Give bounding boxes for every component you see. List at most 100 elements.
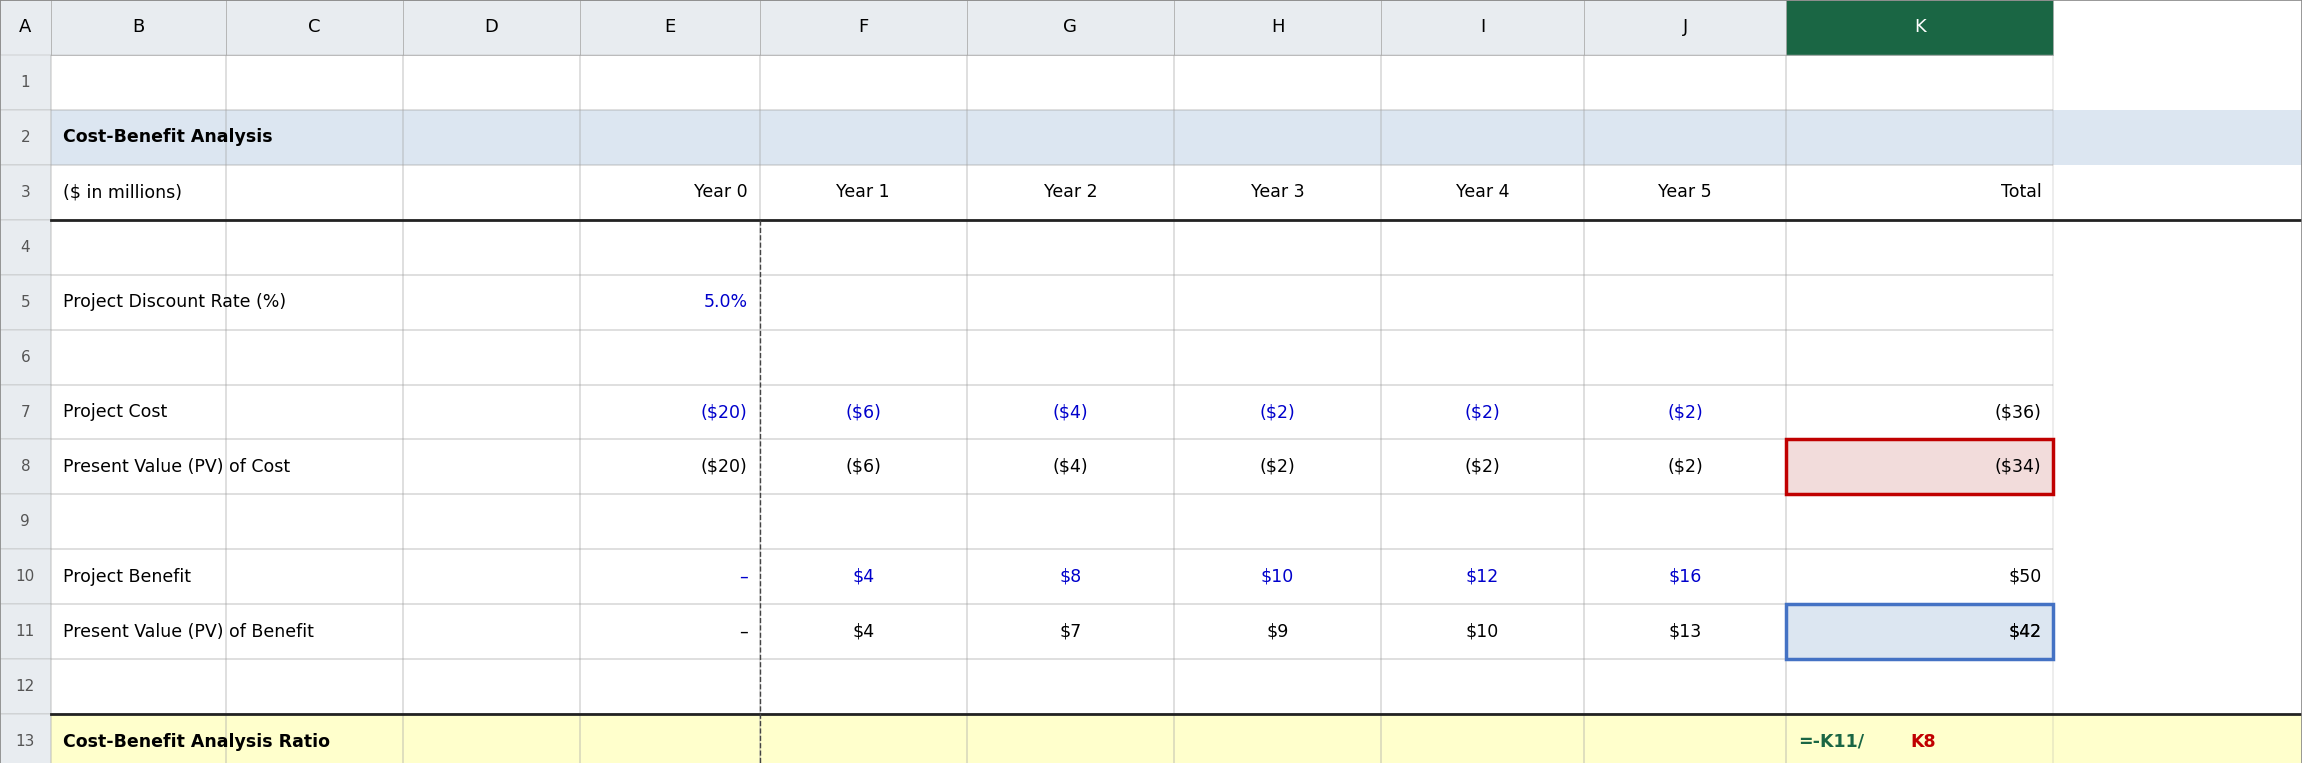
Bar bbox=[0, 165, 51, 220]
Bar bbox=[403, 385, 580, 439]
Bar bbox=[403, 604, 580, 659]
Bar bbox=[1381, 549, 1584, 604]
Bar bbox=[403, 275, 580, 330]
Bar bbox=[403, 110, 580, 165]
Bar bbox=[580, 385, 760, 439]
Text: 9: 9 bbox=[21, 514, 30, 530]
Bar bbox=[580, 549, 760, 604]
Bar bbox=[967, 659, 1174, 714]
Bar bbox=[226, 385, 403, 439]
Bar bbox=[0, 0, 51, 55]
Bar bbox=[403, 165, 580, 220]
Bar bbox=[51, 494, 226, 549]
Bar bbox=[760, 714, 967, 763]
Bar bbox=[0, 220, 51, 275]
Bar bbox=[51, 549, 226, 604]
Bar bbox=[403, 330, 580, 385]
Bar bbox=[0, 330, 2302, 385]
Bar bbox=[967, 0, 1174, 55]
Bar bbox=[226, 549, 403, 604]
Bar bbox=[1786, 385, 2053, 439]
Bar bbox=[580, 110, 760, 165]
Bar bbox=[580, 659, 760, 714]
Bar bbox=[1786, 604, 2053, 659]
Bar bbox=[760, 385, 967, 439]
Text: J: J bbox=[1683, 18, 1687, 37]
Text: ($4): ($4) bbox=[1052, 458, 1089, 476]
Bar bbox=[0, 275, 51, 330]
Bar bbox=[1786, 275, 2053, 330]
Bar bbox=[0, 110, 2302, 165]
Text: ($34): ($34) bbox=[1996, 458, 2042, 476]
Bar bbox=[226, 714, 403, 763]
Bar bbox=[580, 275, 760, 330]
Bar bbox=[760, 55, 967, 110]
Bar bbox=[1381, 220, 1584, 275]
Bar bbox=[226, 275, 403, 330]
Bar bbox=[0, 494, 51, 549]
Text: Cost-Benefit Analysis: Cost-Benefit Analysis bbox=[62, 128, 272, 146]
Bar bbox=[1786, 0, 2053, 55]
Bar bbox=[1381, 714, 1584, 763]
Bar bbox=[51, 659, 226, 714]
Bar bbox=[0, 55, 51, 110]
Text: Year 0: Year 0 bbox=[693, 183, 748, 201]
Text: ($2): ($2) bbox=[1667, 403, 1703, 421]
Bar bbox=[403, 439, 580, 494]
Bar bbox=[1584, 494, 1786, 549]
Bar bbox=[1174, 220, 1381, 275]
Bar bbox=[0, 604, 2302, 659]
Text: E: E bbox=[665, 18, 674, 37]
Bar bbox=[760, 330, 967, 385]
Bar bbox=[967, 275, 1174, 330]
Bar bbox=[967, 439, 1174, 494]
Bar bbox=[0, 439, 2302, 494]
Bar bbox=[226, 0, 403, 55]
Bar bbox=[580, 494, 760, 549]
Bar bbox=[0, 714, 2302, 763]
Bar bbox=[1381, 0, 1584, 55]
Text: 11: 11 bbox=[16, 624, 35, 639]
Bar bbox=[51, 110, 226, 165]
Text: $9: $9 bbox=[1266, 623, 1289, 641]
Bar bbox=[0, 604, 51, 659]
Bar bbox=[1381, 439, 1584, 494]
Bar bbox=[1786, 330, 2053, 385]
Bar bbox=[1786, 659, 2053, 714]
Bar bbox=[0, 714, 51, 763]
Bar bbox=[967, 385, 1174, 439]
Text: ($36): ($36) bbox=[1994, 403, 2042, 421]
Bar bbox=[226, 604, 403, 659]
Text: 6: 6 bbox=[21, 349, 30, 365]
Bar bbox=[1174, 385, 1381, 439]
Text: F: F bbox=[859, 18, 868, 37]
Text: Year 4: Year 4 bbox=[1455, 183, 1510, 201]
Text: C: C bbox=[308, 18, 320, 37]
Text: Year 5: Year 5 bbox=[1657, 183, 1713, 201]
Bar bbox=[51, 439, 226, 494]
Text: 3: 3 bbox=[21, 185, 30, 200]
Bar bbox=[0, 55, 2302, 110]
Bar bbox=[580, 714, 760, 763]
Text: ($2): ($2) bbox=[1464, 403, 1501, 421]
Text: Project Discount Rate (%): Project Discount Rate (%) bbox=[62, 293, 285, 311]
Bar bbox=[1584, 110, 1786, 165]
Bar bbox=[226, 439, 403, 494]
Text: 1: 1 bbox=[21, 75, 30, 90]
Bar bbox=[1584, 330, 1786, 385]
Bar bbox=[967, 604, 1174, 659]
Bar bbox=[51, 604, 226, 659]
Bar bbox=[1584, 659, 1786, 714]
Text: ($2): ($2) bbox=[1667, 458, 1703, 476]
Text: $50: $50 bbox=[2007, 568, 2042, 586]
Text: $42: $42 bbox=[2007, 623, 2042, 641]
Bar bbox=[1786, 714, 2053, 763]
Bar bbox=[1584, 0, 1786, 55]
Bar bbox=[760, 494, 967, 549]
Text: –: – bbox=[739, 568, 748, 586]
Text: $8: $8 bbox=[1059, 568, 1082, 586]
Text: ($20): ($20) bbox=[700, 403, 748, 421]
Bar bbox=[0, 220, 2302, 275]
Text: 12: 12 bbox=[16, 679, 35, 694]
Bar bbox=[580, 604, 760, 659]
